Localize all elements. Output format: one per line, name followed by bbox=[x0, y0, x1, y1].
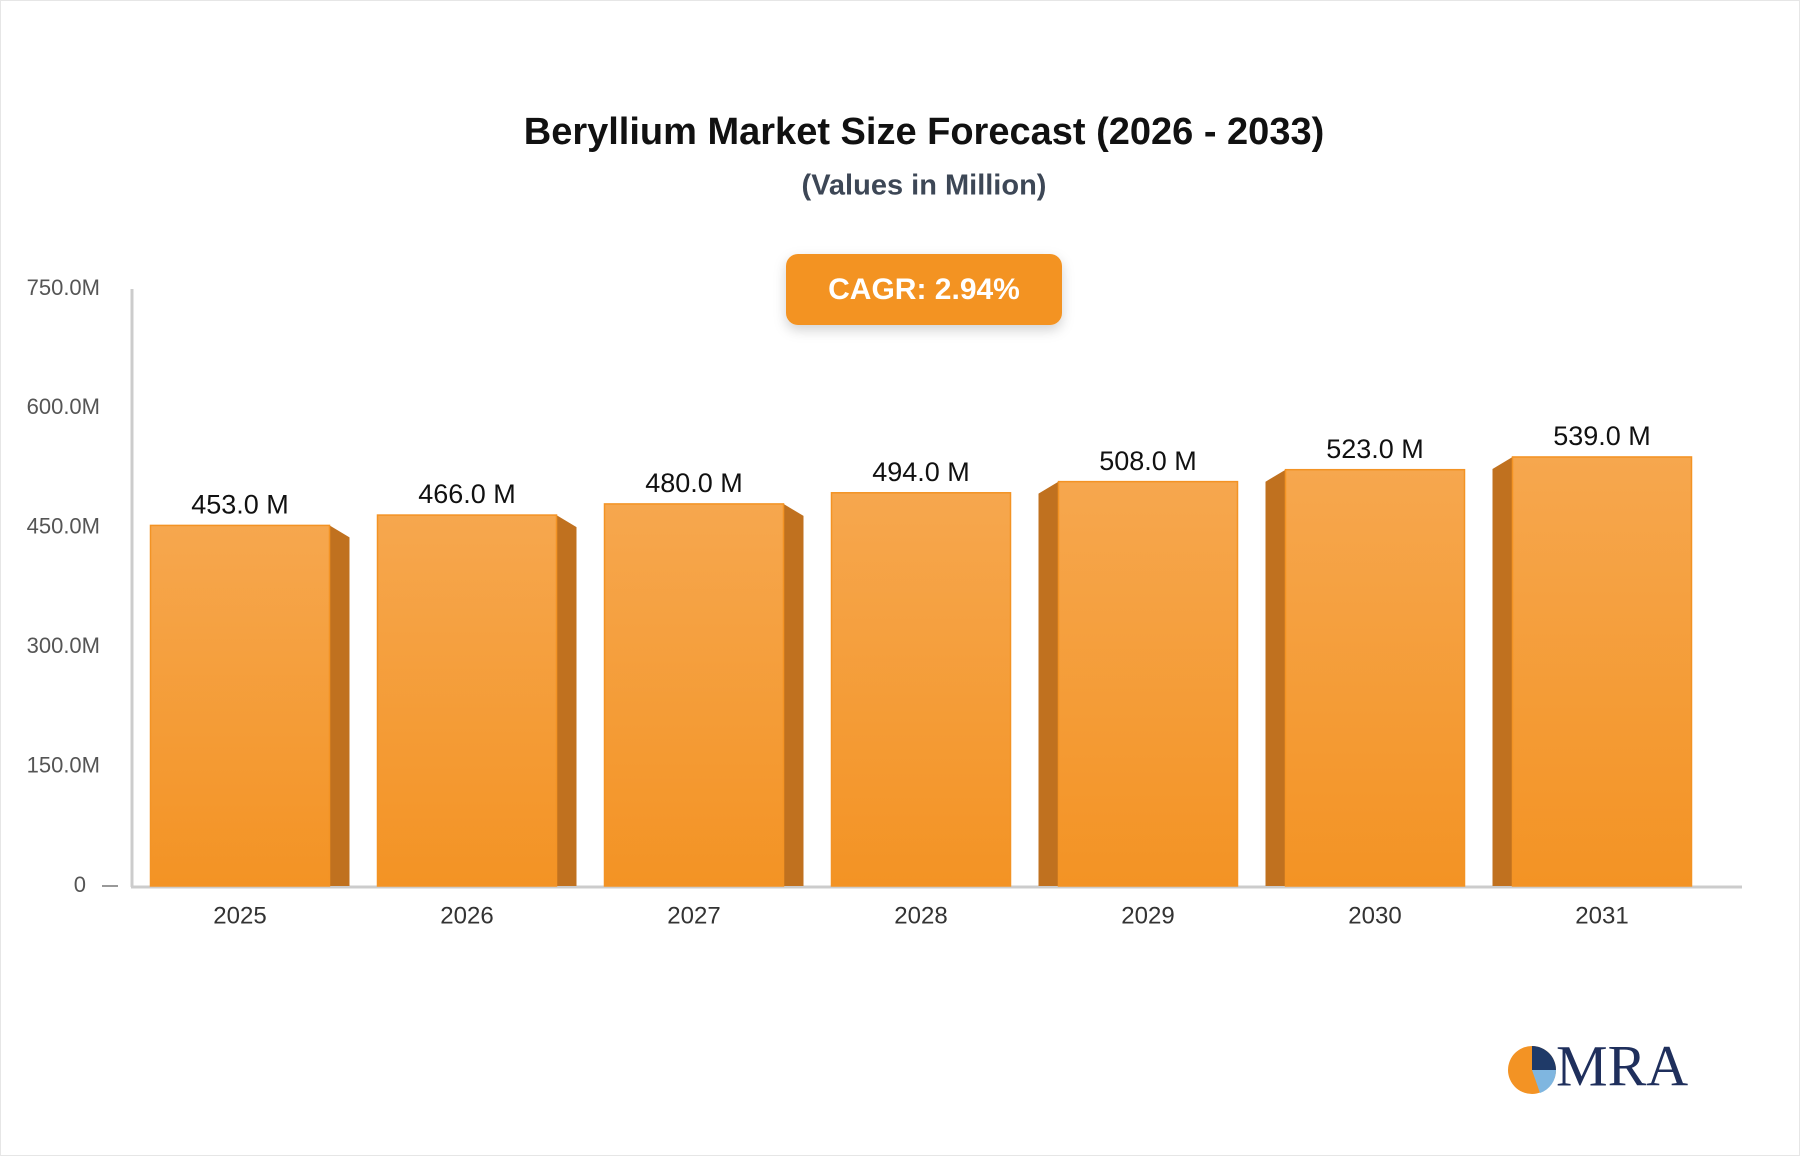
y-tick-label: 750.0M bbox=[27, 275, 100, 300]
bar bbox=[1057, 480, 1239, 887]
value-label: 453.0 M bbox=[191, 490, 289, 520]
value-label: 539.0 M bbox=[1553, 421, 1651, 451]
bar bbox=[149, 524, 331, 887]
y-tick-label: 0 bbox=[74, 872, 86, 897]
bar bbox=[830, 492, 1012, 887]
y-tick-label: 600.0M bbox=[27, 394, 100, 419]
value-label: 508.0 M bbox=[1099, 446, 1197, 476]
value-label: 466.0 M bbox=[418, 479, 516, 509]
chart-title: Beryllium Market Size Forecast (2026 - 2… bbox=[524, 111, 1325, 153]
cagr-label: CAGR: 2.94% bbox=[828, 273, 1020, 306]
x-tick-label: 2031 bbox=[1575, 902, 1628, 929]
x-tick-label: 2025 bbox=[213, 902, 266, 929]
bar bbox=[603, 503, 785, 887]
x-tick-label: 2029 bbox=[1121, 902, 1174, 929]
bar bbox=[376, 514, 558, 887]
bar bbox=[1284, 468, 1466, 887]
value-label: 523.0 M bbox=[1326, 434, 1424, 464]
bar bbox=[1511, 456, 1693, 887]
bar-side bbox=[1265, 469, 1286, 886]
y-tick-label: 150.0M bbox=[27, 752, 100, 777]
x-tick-label: 2026 bbox=[440, 902, 493, 929]
bar-side bbox=[783, 503, 804, 886]
logo-text: MRA bbox=[1556, 1033, 1688, 1098]
y-tick-label: 450.0M bbox=[27, 514, 100, 539]
logo-icon-part bbox=[1532, 1070, 1557, 1093]
x-tick-label: 2028 bbox=[894, 902, 947, 929]
bar-side bbox=[556, 515, 577, 886]
y-tick-label: 300.0M bbox=[27, 633, 100, 658]
x-tick-label: 2030 bbox=[1348, 902, 1401, 929]
value-label: 494.0 M bbox=[872, 457, 970, 487]
value-label: 480.0 M bbox=[645, 468, 743, 498]
cagr-badge bbox=[786, 254, 1062, 325]
bar-side bbox=[1492, 456, 1513, 886]
chart-subtitle: (Values in Million) bbox=[802, 170, 1047, 202]
bar-side bbox=[1038, 481, 1059, 886]
bar-side bbox=[329, 525, 350, 886]
logo: MRA bbox=[1508, 1033, 1688, 1098]
logo-icon-part bbox=[1532, 1046, 1556, 1070]
x-tick-label: 2027 bbox=[667, 902, 720, 929]
